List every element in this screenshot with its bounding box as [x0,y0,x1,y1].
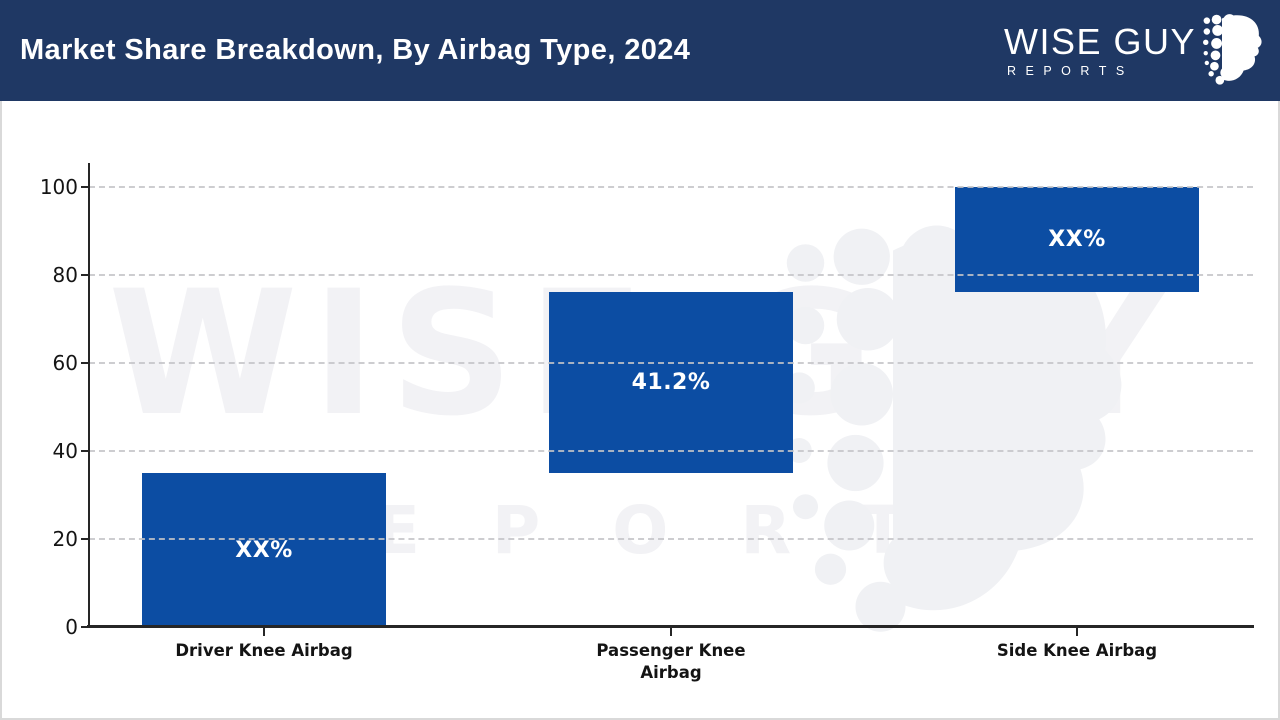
y-tick-mark [81,186,88,188]
bar-value-label: XX% [1048,226,1106,252]
bar-value-label: 41.2% [631,369,711,395]
x-category-label: Driver Knee Airbag [175,641,353,660]
y-tick-label: 0 [65,615,78,639]
x-tick-mark [1076,628,1078,636]
gridline [89,450,1253,452]
bar-side-knee-airbag: XX% [955,187,1199,292]
y-tick-mark [81,626,88,628]
y-tick-label: 20 [52,527,78,551]
x-category-label: Side Knee Airbag [996,641,1158,660]
x-category-label: Passenger Knee Airbag [596,641,746,682]
y-tick-label: 40 [52,439,78,463]
logo-sub-text: REPORTS [1006,63,1134,78]
logo-brand-text: WISE GUY [1003,20,1196,62]
page-title: Market Share Breakdown, By Airbag Type, … [20,34,691,66]
y-tick-mark [81,450,88,452]
wise-guy-reports-logo: WISE GUY REPORTS [1004,0,1270,101]
watermark-face-icon [783,225,1122,632]
y-tick-label: 100 [39,175,78,199]
y-tick-mark [81,274,88,276]
bar-driver-knee-airbag: XX% [142,473,386,627]
y-tick-label: 80 [52,263,78,287]
gridline [89,274,1253,276]
gridline [89,186,1253,188]
y-tick-mark [81,362,88,364]
x-tick-mark [670,628,672,636]
bar-value-label: XX% [235,537,293,563]
gridline [89,538,1253,540]
bar-passenger-knee-airbag: 41.2% [549,291,793,473]
x-axis-line [87,625,1254,628]
y-axis-line [88,163,90,627]
gridline [89,362,1253,364]
y-tick-mark [81,538,88,540]
y-tick-label: 60 [52,351,78,375]
wise-guy-face-icon [1203,13,1262,85]
x-tick-mark [263,628,265,636]
header-banner: Market Share Breakdown, By Airbag Type, … [0,0,1280,101]
